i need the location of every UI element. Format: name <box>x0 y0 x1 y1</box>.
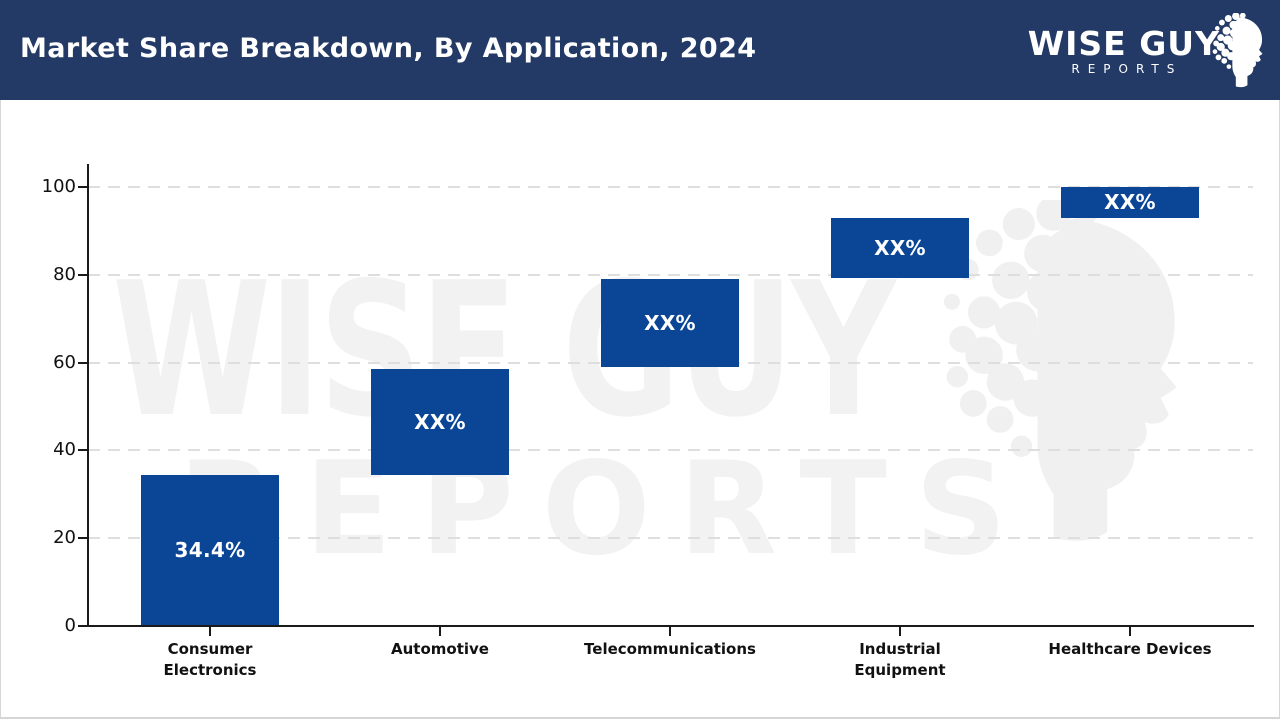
y-tick-label-100: 100 <box>41 176 76 197</box>
x-axis-line <box>87 625 1254 627</box>
y-tick-100 <box>78 186 87 188</box>
y-tick-label-40: 40 <box>53 439 76 461</box>
category-label-telecommunications: Telecommunications <box>584 640 756 658</box>
y-tick-label-0: 0 <box>64 615 76 636</box>
bar-healthcare-devices: XX% <box>1061 187 1199 218</box>
logo-face-icon <box>1208 12 1266 89</box>
header-bar: Market Share Breakdown, By Application, … <box>0 0 1280 100</box>
gridline-80 <box>88 273 1253 276</box>
category-label-industrial-equipment: Industrial Equipment <box>854 640 946 679</box>
bar-value-label: XX% <box>1104 190 1156 215</box>
bar-telecommunications: XX% <box>601 279 739 367</box>
x-tick-healthcare-devices <box>1129 627 1131 636</box>
y-tick-40 <box>78 449 87 452</box>
gridline-100 <box>88 186 1253 188</box>
logo-reports-label: REPORTS <box>1071 62 1183 76</box>
y-axis-line <box>87 164 89 627</box>
gridline-20 <box>88 537 1253 540</box>
bar-automotive: XX% <box>371 368 509 475</box>
y-tick-80 <box>78 273 87 276</box>
y-tick-60 <box>78 361 87 364</box>
bar-value-label: XX% <box>874 235 926 260</box>
x-tick-consumer-electronics <box>209 627 211 636</box>
category-label-consumer-electronics: Consumer Electronics <box>163 640 257 679</box>
bar-value-label: XX% <box>414 409 466 434</box>
y-tick-label-20: 20 <box>53 527 76 549</box>
y-tick-label-60: 60 <box>53 351 76 373</box>
bar-value-label: XX% <box>644 311 696 336</box>
y-tick-20 <box>78 537 87 540</box>
wise-guy-reports-logo: WISE GUY REPORTS <box>1028 10 1266 92</box>
page-title: Market Share Breakdown, By Application, … <box>20 33 757 64</box>
gridline-40 <box>88 449 1253 452</box>
bar-consumer-electronics: 34.4% <box>141 474 279 626</box>
x-tick-telecommunications <box>669 627 671 636</box>
x-tick-industrial-equipment <box>899 627 901 636</box>
bar-industrial-equipment: XX% <box>831 217 969 278</box>
bar-value-label: 34.4% <box>174 538 246 563</box>
category-label-healthcare-devices: Healthcare Devices <box>1048 640 1212 658</box>
y-tick-0 <box>78 625 87 627</box>
logo-wiseguy-label: WISE GUY <box>1027 24 1220 63</box>
x-tick-automotive <box>439 627 441 636</box>
y-tick-label-80: 80 <box>53 263 76 285</box>
logo-text: WISE GUY REPORTS <box>1028 27 1220 75</box>
category-label-automotive: Automotive <box>391 640 489 658</box>
